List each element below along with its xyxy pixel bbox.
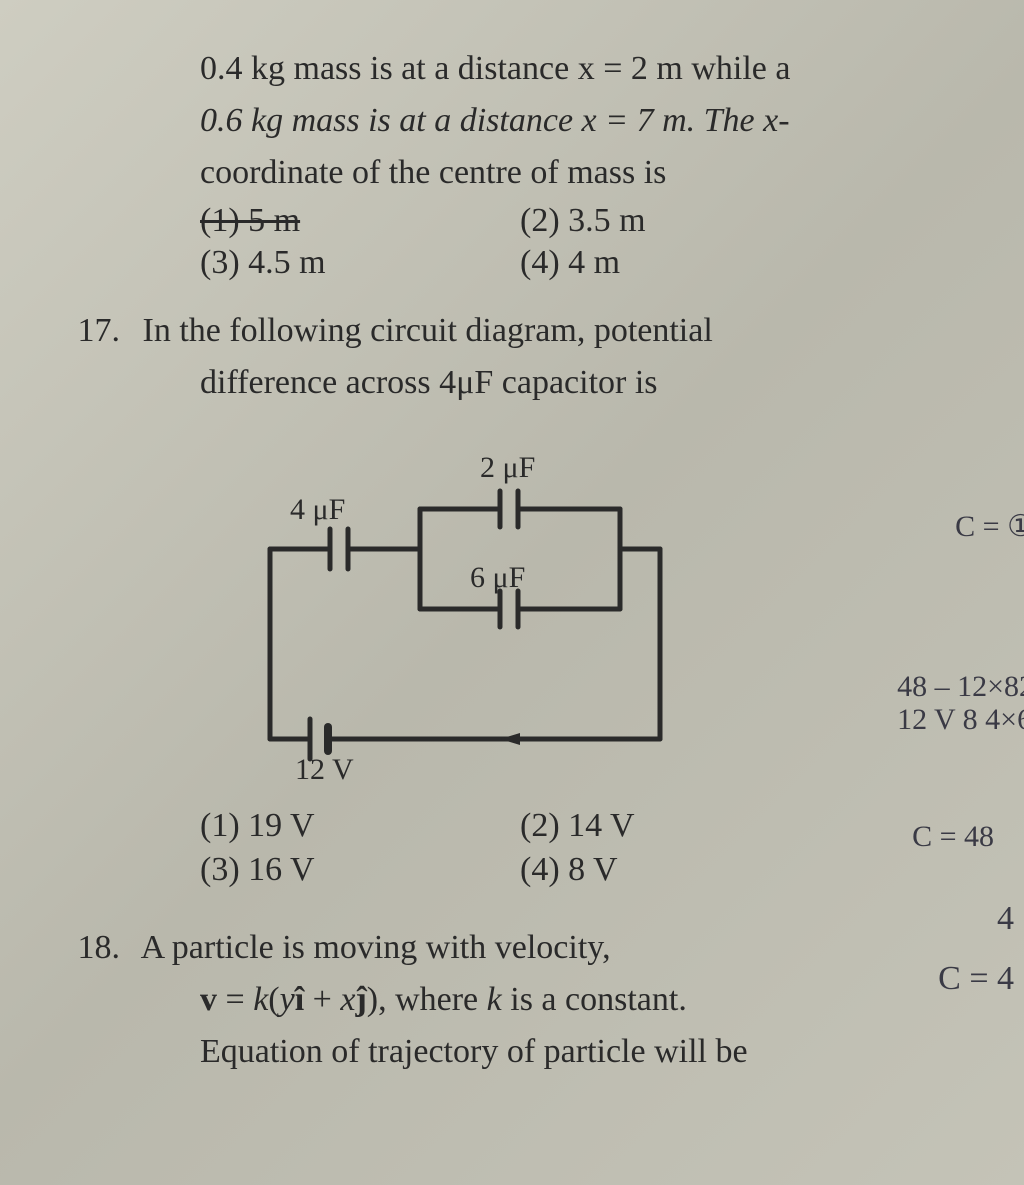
q16-opt2: (2) 3.5 m [520, 202, 720, 240]
question-17: 17. In the following circuit diagram, po… [120, 308, 984, 890]
q17-line1: 17. In the following circuit diagram, po… [120, 308, 984, 354]
cap-2uf-label: 2 μF [480, 451, 535, 484]
handwriting-c4: C = 4 [938, 960, 1014, 997]
q17-options-row2: (3) 16 V (4) 8 V [120, 851, 984, 889]
handwriting-calc: 48 – 12×82 12 V 8 4×6 [897, 670, 1024, 736]
q18-line2: v = k(yî + xĵ), where k is a constant. [120, 977, 984, 1023]
q17-opt1: (1) 19 V [200, 807, 400, 845]
question-16: 0.4 kg mass is at a distance x = 2 m whi… [120, 46, 984, 282]
q17-options-row1: (1) 19 V (2) 14 V [120, 807, 984, 845]
q17-opt4: (4) 8 V [520, 851, 720, 889]
q16-line2: 0.6 kg mass is at a distance x = 7 m. Th… [120, 98, 984, 144]
circuit-diagram: 2 μF 4 μF 6 μF 12 V [200, 419, 984, 799]
q16-line3: coordinate of the centre of mass is [120, 150, 984, 196]
q18-num: 18. [60, 925, 134, 971]
handwriting-c48: C = 48 [912, 820, 994, 853]
q16-opt1: (1) 5 m [200, 202, 400, 240]
q17-opt2: (2) 14 V [520, 807, 720, 845]
handwriting-4: 4 [997, 900, 1014, 937]
q16-options-row2: (3) 4.5 m (4) 4 m [120, 244, 984, 282]
question-18: 18. A particle is moving with velocity, … [120, 925, 984, 1075]
q16-opt3: (3) 4.5 m [200, 244, 400, 282]
cap-6uf-label: 6 μF [470, 561, 525, 594]
handwriting-c-equals: C = ① [955, 510, 1024, 543]
q16-opt4: (4) 4 m [520, 244, 720, 282]
q16-options-row1: (1) 5 m (2) 3.5 m [120, 202, 984, 240]
q17-opt3: (3) 16 V [200, 851, 400, 889]
cap-4uf-label: 4 μF [290, 493, 345, 526]
q18-line1: 18. A particle is moving with velocity, [120, 925, 984, 971]
battery-label: 12 V [295, 753, 354, 786]
q17-num: 17. [60, 308, 134, 354]
q18-line3: Equation of trajectory of particle will … [120, 1029, 984, 1075]
q16-line1: 0.4 kg mass is at a distance x = 2 m whi… [120, 46, 984, 92]
q17-line2: difference across 4μF capacitor is [120, 360, 984, 406]
